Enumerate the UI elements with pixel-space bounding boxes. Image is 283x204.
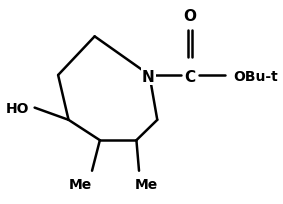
Text: Me: Me	[135, 177, 158, 191]
Text: O: O	[184, 9, 197, 24]
Text: HO: HO	[6, 101, 29, 115]
Text: N: N	[142, 69, 155, 84]
Text: OBu-t: OBu-t	[233, 70, 278, 84]
Text: C: C	[185, 69, 196, 84]
Text: Me: Me	[69, 177, 92, 191]
